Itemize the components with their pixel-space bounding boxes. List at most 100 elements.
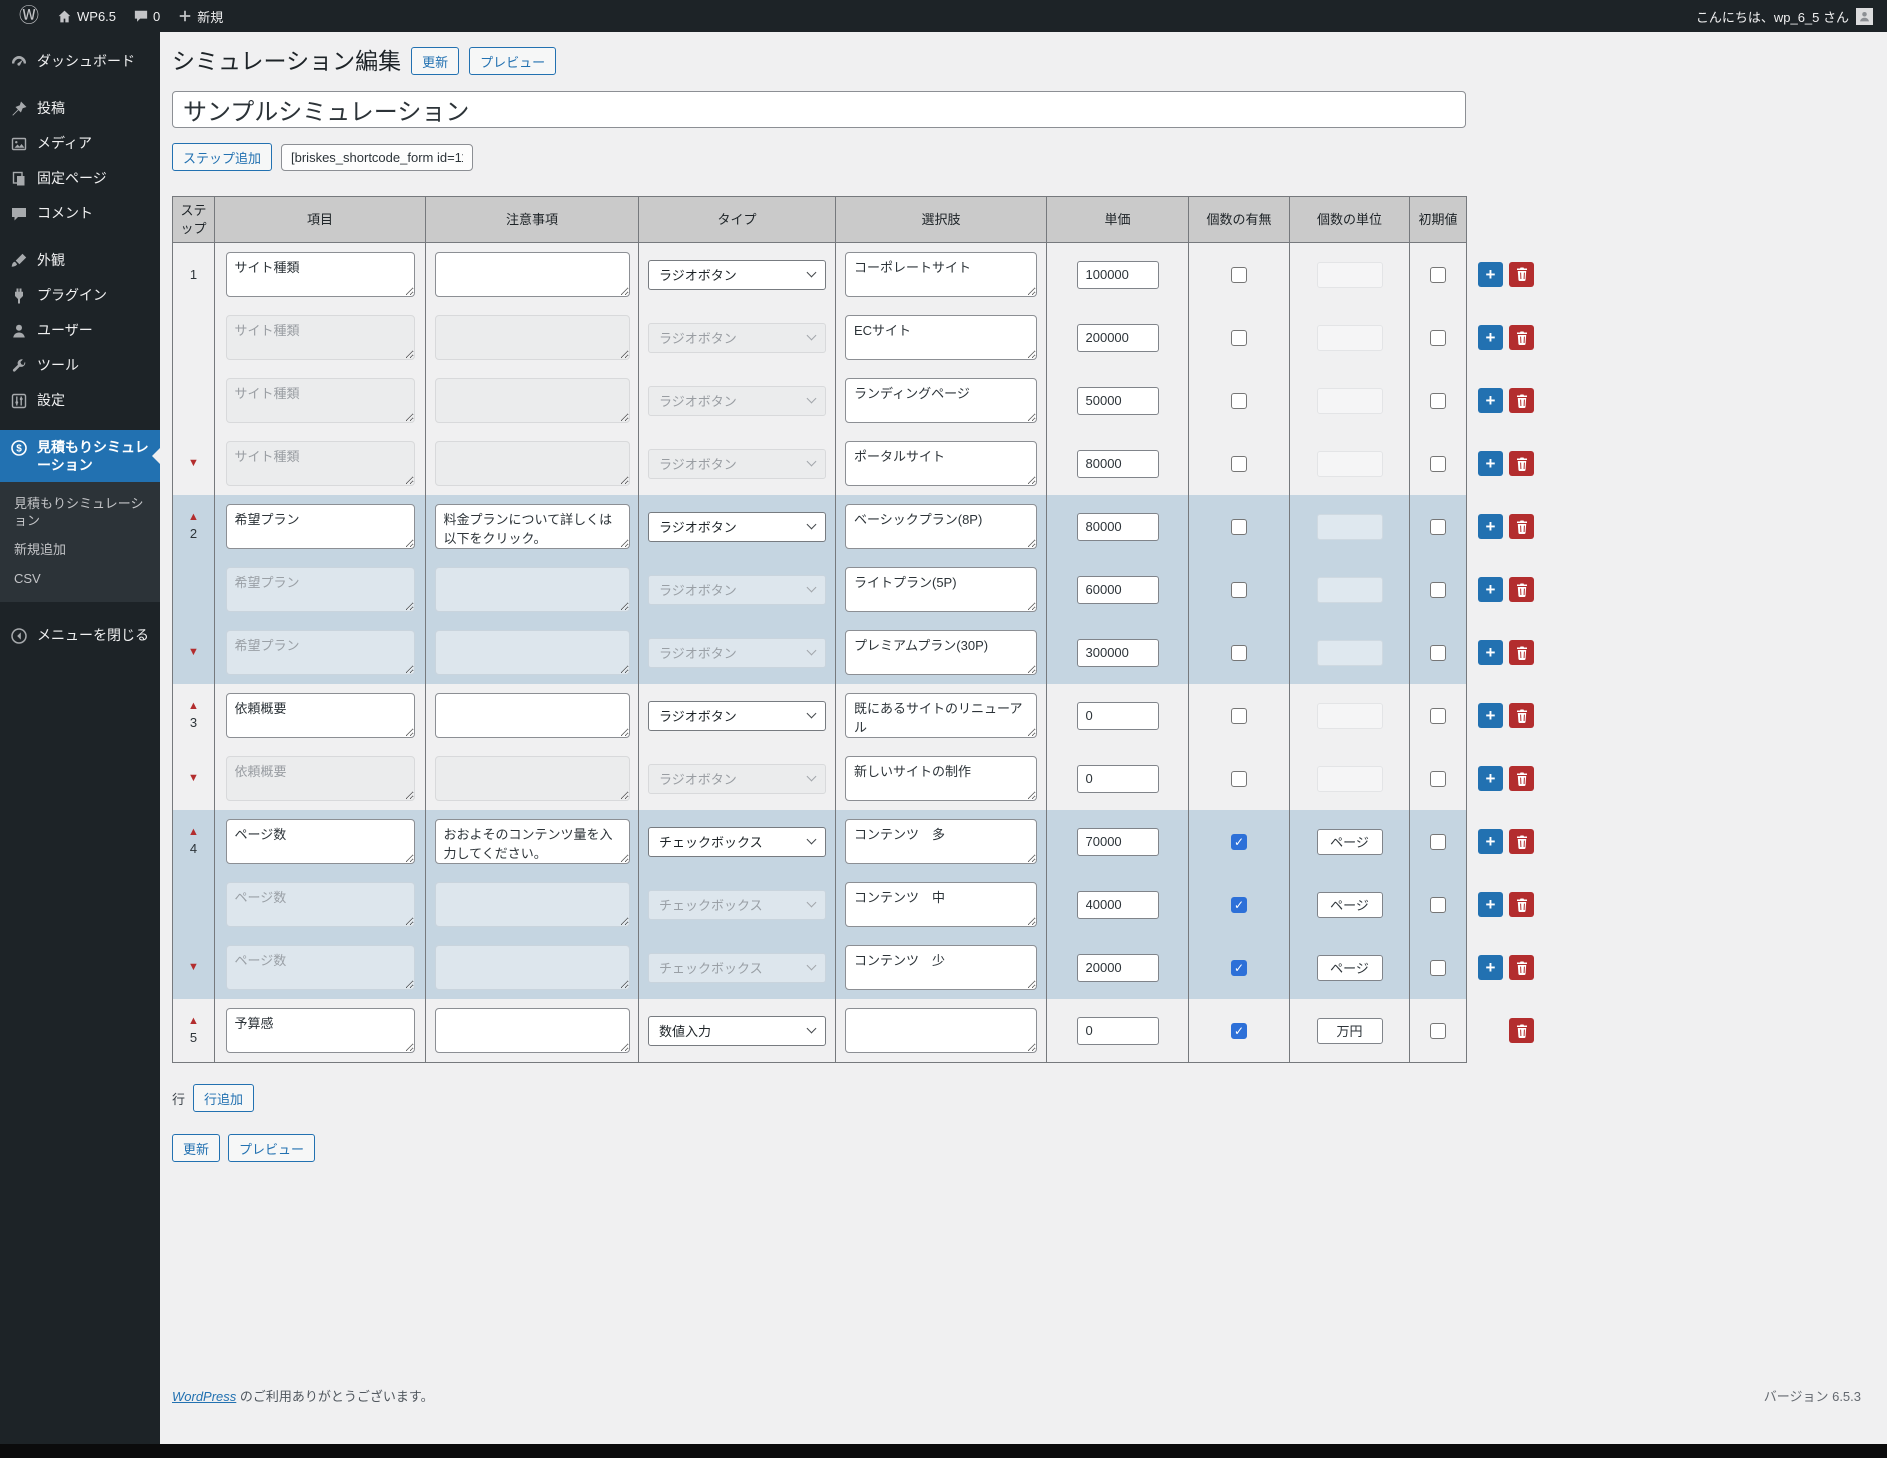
quantity-checkbox[interactable] <box>1231 1022 1247 1039</box>
delete-row-button[interactable] <box>1509 892 1534 918</box>
item-field[interactable] <box>225 756 415 802</box>
note-field[interactable] <box>434 693 630 739</box>
delete-row-button[interactable] <box>1509 514 1534 540</box>
unit-input[interactable] <box>1316 324 1383 351</box>
item-field[interactable] <box>225 630 415 676</box>
account-menu[interactable]: こんにちは、wp_6_5 さん <box>1696 7 1877 26</box>
move-up-arrow[interactable]: ▲ <box>188 826 199 839</box>
choice-field[interactable] <box>845 882 1037 928</box>
new-link[interactable]: 新規 <box>169 0 232 32</box>
choice-field[interactable] <box>845 630 1037 676</box>
delete-row-button[interactable] <box>1509 829 1534 855</box>
initial-checkbox[interactable] <box>1430 959 1446 976</box>
sidebar-item[interactable]: 設定 <box>0 383 160 418</box>
add-subrow-button[interactable]: + <box>1478 388 1503 414</box>
type-select[interactable]: ラジオボタン <box>648 637 826 668</box>
initial-checkbox[interactable] <box>1430 1022 1446 1039</box>
initial-checkbox[interactable] <box>1430 644 1446 661</box>
move-up-arrow[interactable]: ▲ <box>188 700 199 713</box>
choice-field[interactable] <box>845 378 1037 424</box>
type-select[interactable]: チェックボックス <box>648 952 826 983</box>
sidebar-item[interactable]: ツール <box>0 348 160 383</box>
initial-checkbox[interactable] <box>1430 455 1446 472</box>
note-field[interactable] <box>434 819 630 865</box>
initial-checkbox[interactable] <box>1430 518 1446 535</box>
note-field[interactable] <box>434 441 630 487</box>
add-subrow-button[interactable]: + <box>1478 829 1503 855</box>
delete-row-button[interactable] <box>1509 325 1534 351</box>
type-select[interactable]: ラジオボタン <box>648 448 826 479</box>
initial-checkbox[interactable] <box>1430 266 1446 283</box>
quantity-checkbox[interactable] <box>1231 770 1247 787</box>
choice-field[interactable] <box>845 693 1037 739</box>
type-select[interactable]: ラジオボタン <box>648 385 826 416</box>
add-subrow-button[interactable]: + <box>1478 577 1503 603</box>
delete-row-button[interactable] <box>1509 388 1534 414</box>
wordpress-link[interactable]: WordPress <box>172 1389 237 1405</box>
item-field[interactable] <box>225 441 415 487</box>
add-subrow-button[interactable]: + <box>1478 955 1503 981</box>
choice-field[interactable] <box>845 1008 1037 1054</box>
type-select[interactable]: ラジオボタン <box>648 322 826 353</box>
collapse-menu-button[interactable]: メニューを閉じる <box>0 618 160 653</box>
unit-input[interactable] <box>1316 1017 1383 1044</box>
simulation-title-input[interactable] <box>172 91 1466 128</box>
unit-input[interactable] <box>1316 513 1383 540</box>
sidebar-submenu-item[interactable]: 新規追加 <box>14 542 67 557</box>
quantity-checkbox[interactable] <box>1231 266 1247 283</box>
unit-input[interactable] <box>1316 387 1383 414</box>
type-select[interactable]: ラジオボタン <box>648 700 826 731</box>
preview-button-bottom[interactable]: プレビュー <box>228 1134 316 1163</box>
unit-input[interactable] <box>1316 954 1383 981</box>
note-field[interactable] <box>434 1008 630 1054</box>
add-step-button[interactable]: ステップ追加 <box>172 143 273 171</box>
note-field[interactable] <box>434 504 630 550</box>
note-field[interactable] <box>434 756 630 802</box>
sidebar-item[interactable]: 固定ページ <box>0 161 160 196</box>
unit-input[interactable] <box>1316 261 1383 288</box>
type-select[interactable]: チェックボックス <box>648 889 826 920</box>
add-subrow-button[interactable]: + <box>1478 703 1503 729</box>
sidebar-item[interactable]: メディア <box>0 126 160 161</box>
type-select[interactable]: ラジオボタン <box>648 763 826 794</box>
quantity-checkbox[interactable] <box>1231 707 1247 724</box>
type-select[interactable]: 数値入力 <box>648 1015 826 1046</box>
type-select[interactable]: ラジオボタン <box>648 259 826 290</box>
initial-checkbox[interactable] <box>1430 770 1446 787</box>
item-field[interactable] <box>225 252 415 298</box>
choice-field[interactable] <box>845 945 1037 991</box>
price-input[interactable] <box>1076 260 1159 289</box>
initial-checkbox[interactable] <box>1430 581 1446 598</box>
choice-field[interactable] <box>845 504 1037 550</box>
type-select[interactable]: ラジオボタン <box>648 511 826 542</box>
delete-row-button[interactable] <box>1509 1018 1534 1044</box>
move-down-arrow[interactable]: ▼ <box>188 457 199 470</box>
site-link[interactable]: WP6.5 <box>48 0 125 32</box>
sidebar-item[interactable]: コメント <box>0 196 160 231</box>
choice-field[interactable] <box>845 252 1037 298</box>
add-subrow-button[interactable]: + <box>1478 451 1503 477</box>
item-field[interactable] <box>225 819 415 865</box>
price-input[interactable] <box>1076 323 1159 352</box>
comments-link[interactable]: 0 <box>125 0 169 32</box>
item-field[interactable] <box>225 945 415 991</box>
sidebar-submenu-item[interactable]: CSV <box>14 571 41 586</box>
delete-row-button[interactable] <box>1509 703 1534 729</box>
delete-row-button[interactable] <box>1509 451 1534 477</box>
add-subrow-button[interactable]: + <box>1478 766 1503 792</box>
quantity-checkbox[interactable] <box>1231 581 1247 598</box>
update-button-bottom[interactable]: 更新 <box>172 1134 221 1163</box>
add-subrow-button[interactable]: + <box>1478 514 1503 540</box>
move-up-arrow[interactable]: ▲ <box>188 1015 199 1028</box>
quantity-checkbox[interactable] <box>1231 455 1247 472</box>
unit-input[interactable] <box>1316 765 1383 792</box>
choice-field[interactable] <box>845 819 1037 865</box>
initial-checkbox[interactable] <box>1430 329 1446 346</box>
shortcode-field[interactable] <box>281 143 474 171</box>
sidebar-item[interactable]: ダッシュボード <box>0 44 160 79</box>
sidebar-item[interactable]: $ 見積もりシミュレーション <box>0 430 160 482</box>
price-input[interactable] <box>1076 512 1159 541</box>
sidebar-item[interactable]: プラグイン <box>0 278 160 313</box>
delete-row-button[interactable] <box>1509 955 1534 981</box>
add-subrow-button[interactable]: + <box>1478 325 1503 351</box>
